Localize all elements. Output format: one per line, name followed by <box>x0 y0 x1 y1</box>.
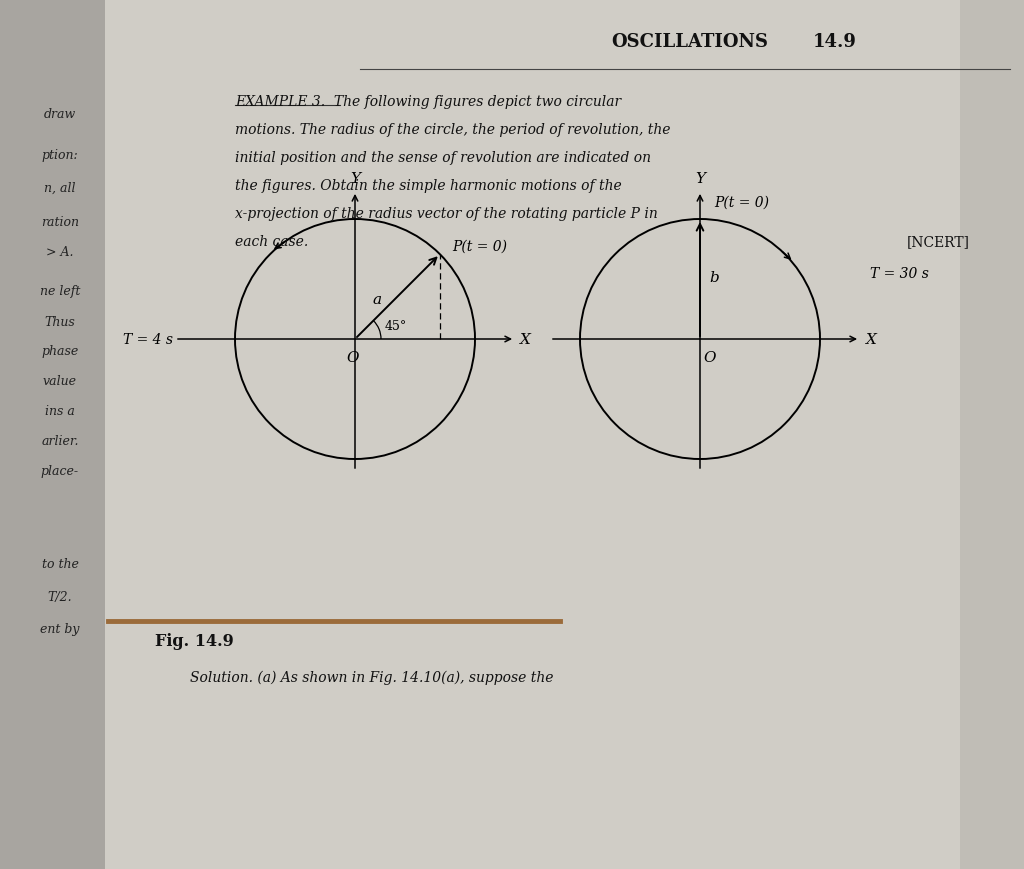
Text: Solution. (a) As shown in Fig. 14.10(a), suppose the: Solution. (a) As shown in Fig. 14.10(a),… <box>190 670 554 685</box>
Text: phase: phase <box>41 345 79 358</box>
Text: Y: Y <box>695 172 706 186</box>
Text: > A.: > A. <box>46 246 74 259</box>
Text: T/2.: T/2. <box>48 591 73 604</box>
Text: ins a: ins a <box>45 405 75 418</box>
Text: value: value <box>43 375 77 388</box>
Text: ne left: ne left <box>40 285 80 298</box>
Text: OSCILLATIONS: OSCILLATIONS <box>611 33 768 51</box>
Text: the figures. Obtain the simple harmonic motions of the: the figures. Obtain the simple harmonic … <box>234 179 622 193</box>
Text: 14.9: 14.9 <box>813 33 857 51</box>
Text: place-: place- <box>41 465 79 478</box>
Bar <box>961 0 1024 869</box>
Text: O: O <box>347 350 359 365</box>
Bar <box>0 0 105 869</box>
Text: Y: Y <box>350 172 360 186</box>
Bar <box>105 0 1024 869</box>
Text: n, all: n, all <box>44 182 76 195</box>
Text: [NCERT]: [NCERT] <box>907 235 970 249</box>
Text: initial position and the sense of revolution are indicated on: initial position and the sense of revolu… <box>234 151 651 165</box>
Text: X: X <box>866 333 877 347</box>
Text: each case.: each case. <box>234 235 308 249</box>
Text: T = 30 s: T = 30 s <box>870 267 929 281</box>
Text: ent by: ent by <box>40 623 80 636</box>
Text: T = 4 s: T = 4 s <box>123 333 173 347</box>
Text: Fig. 14.9: Fig. 14.9 <box>155 633 233 650</box>
Text: EXAMPLE 3.  The following figures depict two circular: EXAMPLE 3. The following figures depict … <box>234 95 622 109</box>
Text: 45°: 45° <box>385 320 408 333</box>
Text: P(t = 0): P(t = 0) <box>714 196 769 209</box>
Text: X: X <box>520 333 530 347</box>
Text: motions. The radius of the circle, the period of revolution, the: motions. The radius of the circle, the p… <box>234 123 671 136</box>
Text: a: a <box>372 293 381 307</box>
Text: draw: draw <box>44 109 76 122</box>
Text: to the: to the <box>42 558 79 571</box>
Text: P(t = 0): P(t = 0) <box>452 240 507 254</box>
Text: arlier.: arlier. <box>41 435 79 448</box>
Text: O: O <box>703 350 716 365</box>
Text: b: b <box>710 270 719 284</box>
Text: x-projection of the radius vector of the rotating particle P in: x-projection of the radius vector of the… <box>234 207 657 221</box>
Text: ption:: ption: <box>42 149 79 162</box>
Text: Thus: Thus <box>45 315 76 328</box>
Text: ration: ration <box>41 216 79 229</box>
